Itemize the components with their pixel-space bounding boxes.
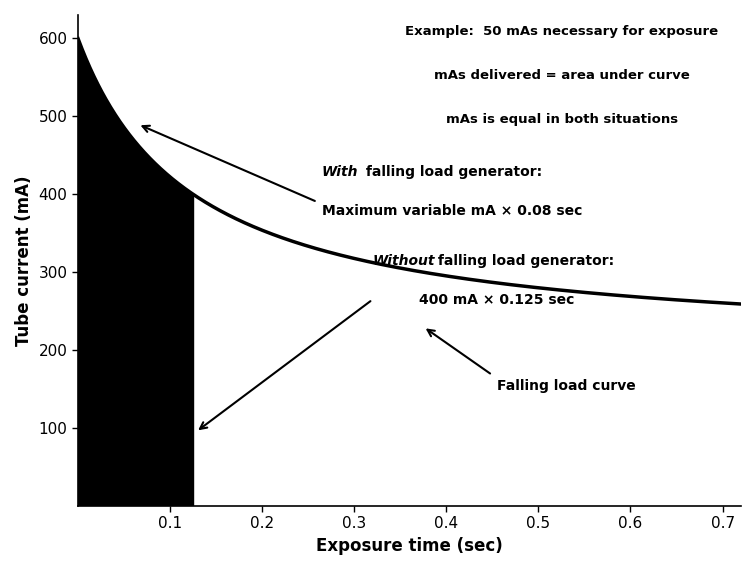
X-axis label: Exposure time (sec): Exposure time (sec) bbox=[316, 537, 503, 555]
Text: With: With bbox=[322, 165, 358, 178]
Polygon shape bbox=[78, 194, 193, 506]
Polygon shape bbox=[78, 38, 193, 506]
Text: mAs is equal in both situations: mAs is equal in both situations bbox=[446, 113, 678, 126]
Y-axis label: Tube current (mA): Tube current (mA) bbox=[15, 175, 33, 346]
Text: 400 mA × 0.125 sec: 400 mA × 0.125 sec bbox=[419, 294, 574, 307]
Text: Example:  50 mAs necessary for exposure: Example: 50 mAs necessary for exposure bbox=[405, 25, 718, 38]
Text: Falling load curve: Falling load curve bbox=[497, 379, 636, 393]
Text: mAs delivered = area under curve: mAs delivered = area under curve bbox=[434, 69, 690, 82]
Text: falling load generator:: falling load generator: bbox=[361, 165, 542, 178]
Text: Maximum variable mA × 0.08 sec: Maximum variable mA × 0.08 sec bbox=[322, 203, 582, 218]
Text: Without: Without bbox=[373, 254, 435, 268]
Text: falling load generator:: falling load generator: bbox=[432, 254, 614, 268]
